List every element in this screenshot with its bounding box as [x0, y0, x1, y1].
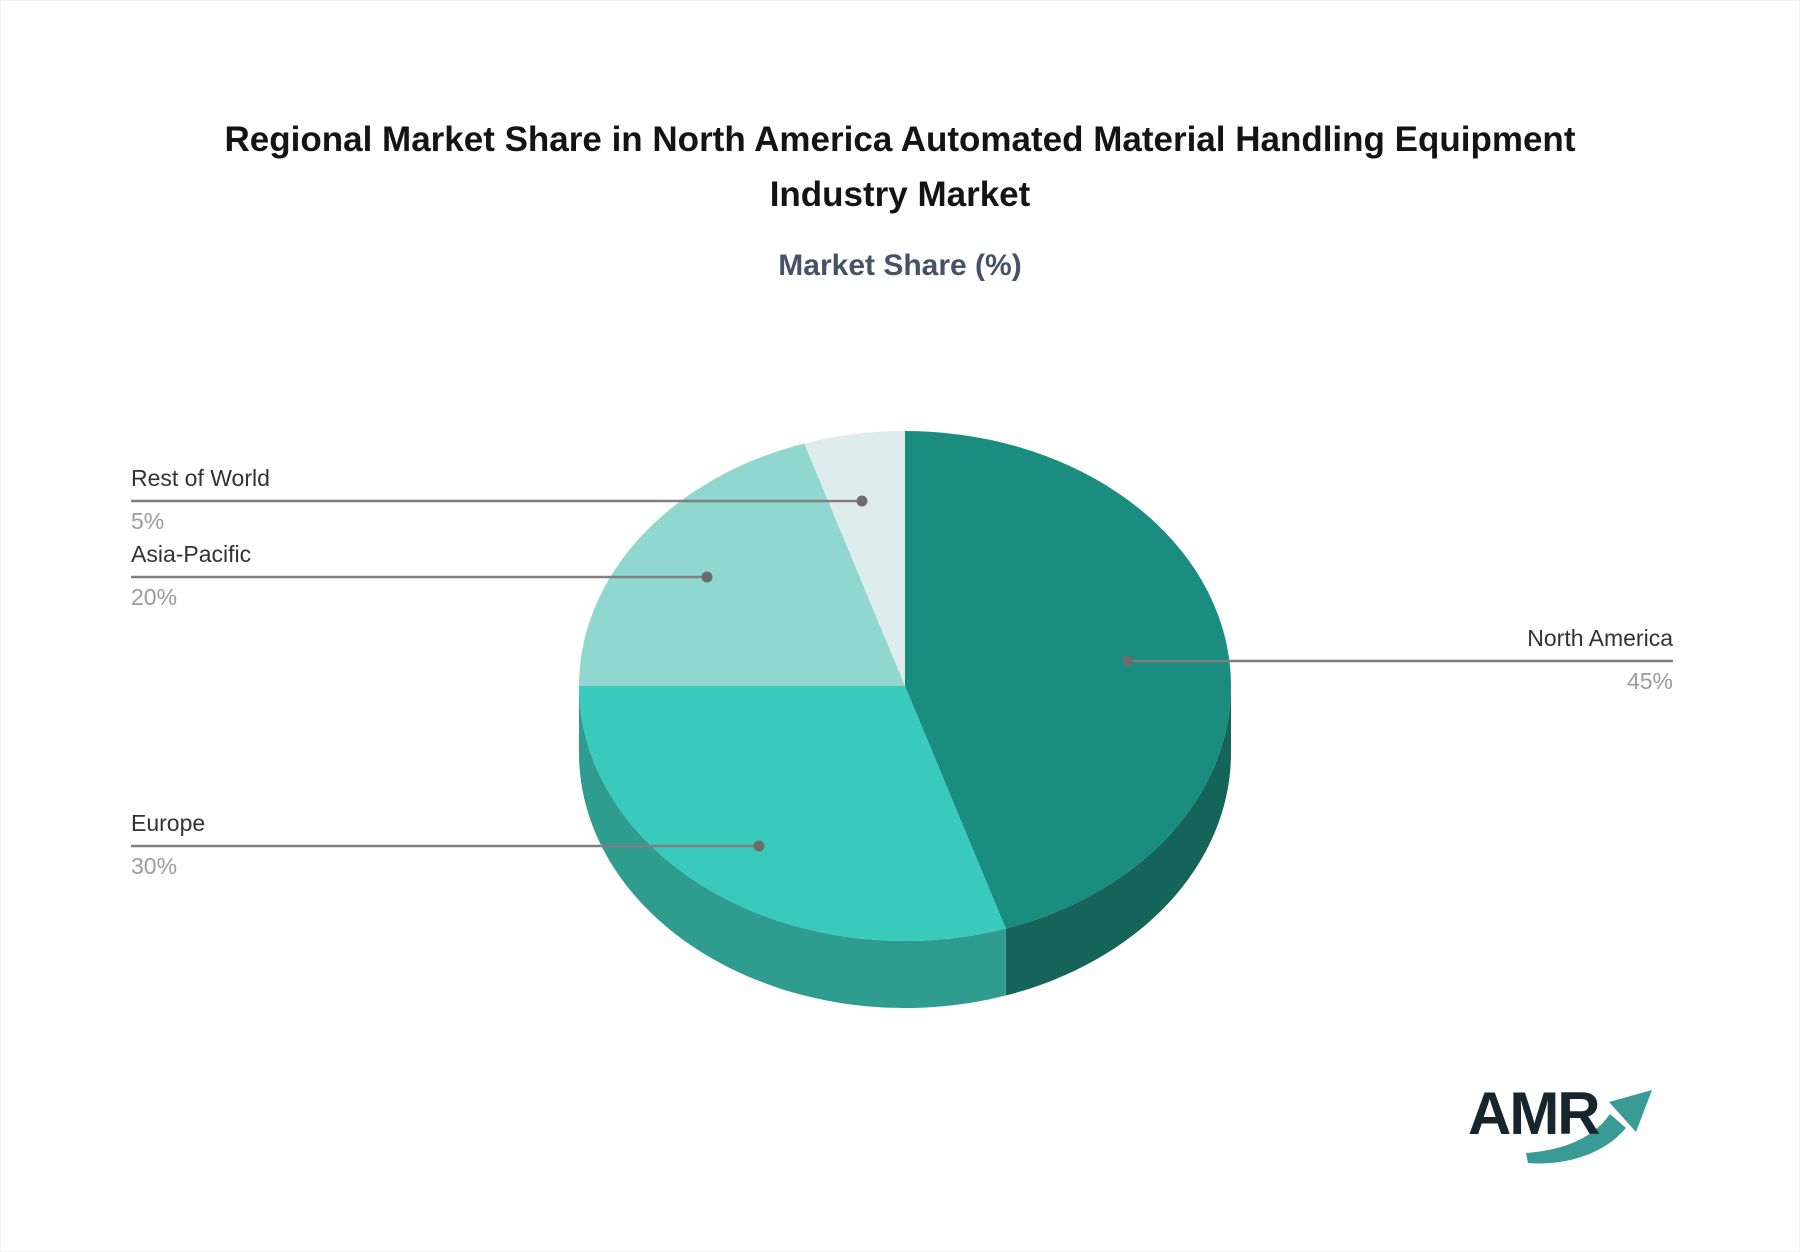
leader-dot-north-america [1122, 655, 1134, 667]
pie-side-north-america [1005, 686, 1231, 996]
pie-slice-rest-of-world[interactable] [804, 431, 905, 686]
pie-side-europe [579, 686, 1006, 1008]
logo-arrow-icon [1526, 1090, 1652, 1164]
callout-value-europe: 30% [131, 853, 178, 879]
callout-value-north-america: 45% [1626, 668, 1673, 694]
callout-value-asia-pacific: 20% [131, 584, 178, 610]
leader-lines [131, 499, 1673, 848]
leader-dots [701, 495, 1134, 852]
callout-value-rest-of-world: 5% [131, 508, 165, 534]
callout-label-asia-pacific: Asia-Pacific [131, 541, 252, 567]
callout-label-north-america: North America [1527, 625, 1673, 651]
pie-slice-asia-pacific[interactable] [579, 443, 905, 686]
callout-label-europe: Europe [131, 810, 206, 836]
chart-title-line2: Industry Market [769, 175, 1031, 214]
leader-dot-asia-pacific [701, 571, 713, 583]
logo-amr: AMR [1468, 1080, 1601, 1147]
leader-dot-rest-of-world [856, 495, 868, 507]
chart-subtitle: Market Share (%) [778, 249, 1022, 282]
pie-slice-north-america[interactable] [905, 431, 1232, 929]
chart-title: Regional Market Share in North America A… [0, 112, 1800, 222]
pie-slice-europe[interactable] [579, 686, 1006, 941]
callout-label-rest-of-world: Rest of World [131, 465, 270, 491]
chart-title-line1: Regional Market Share in North America A… [224, 120, 1576, 159]
pie-3d [579, 431, 1232, 1008]
leader-dot-europe [753, 840, 765, 852]
